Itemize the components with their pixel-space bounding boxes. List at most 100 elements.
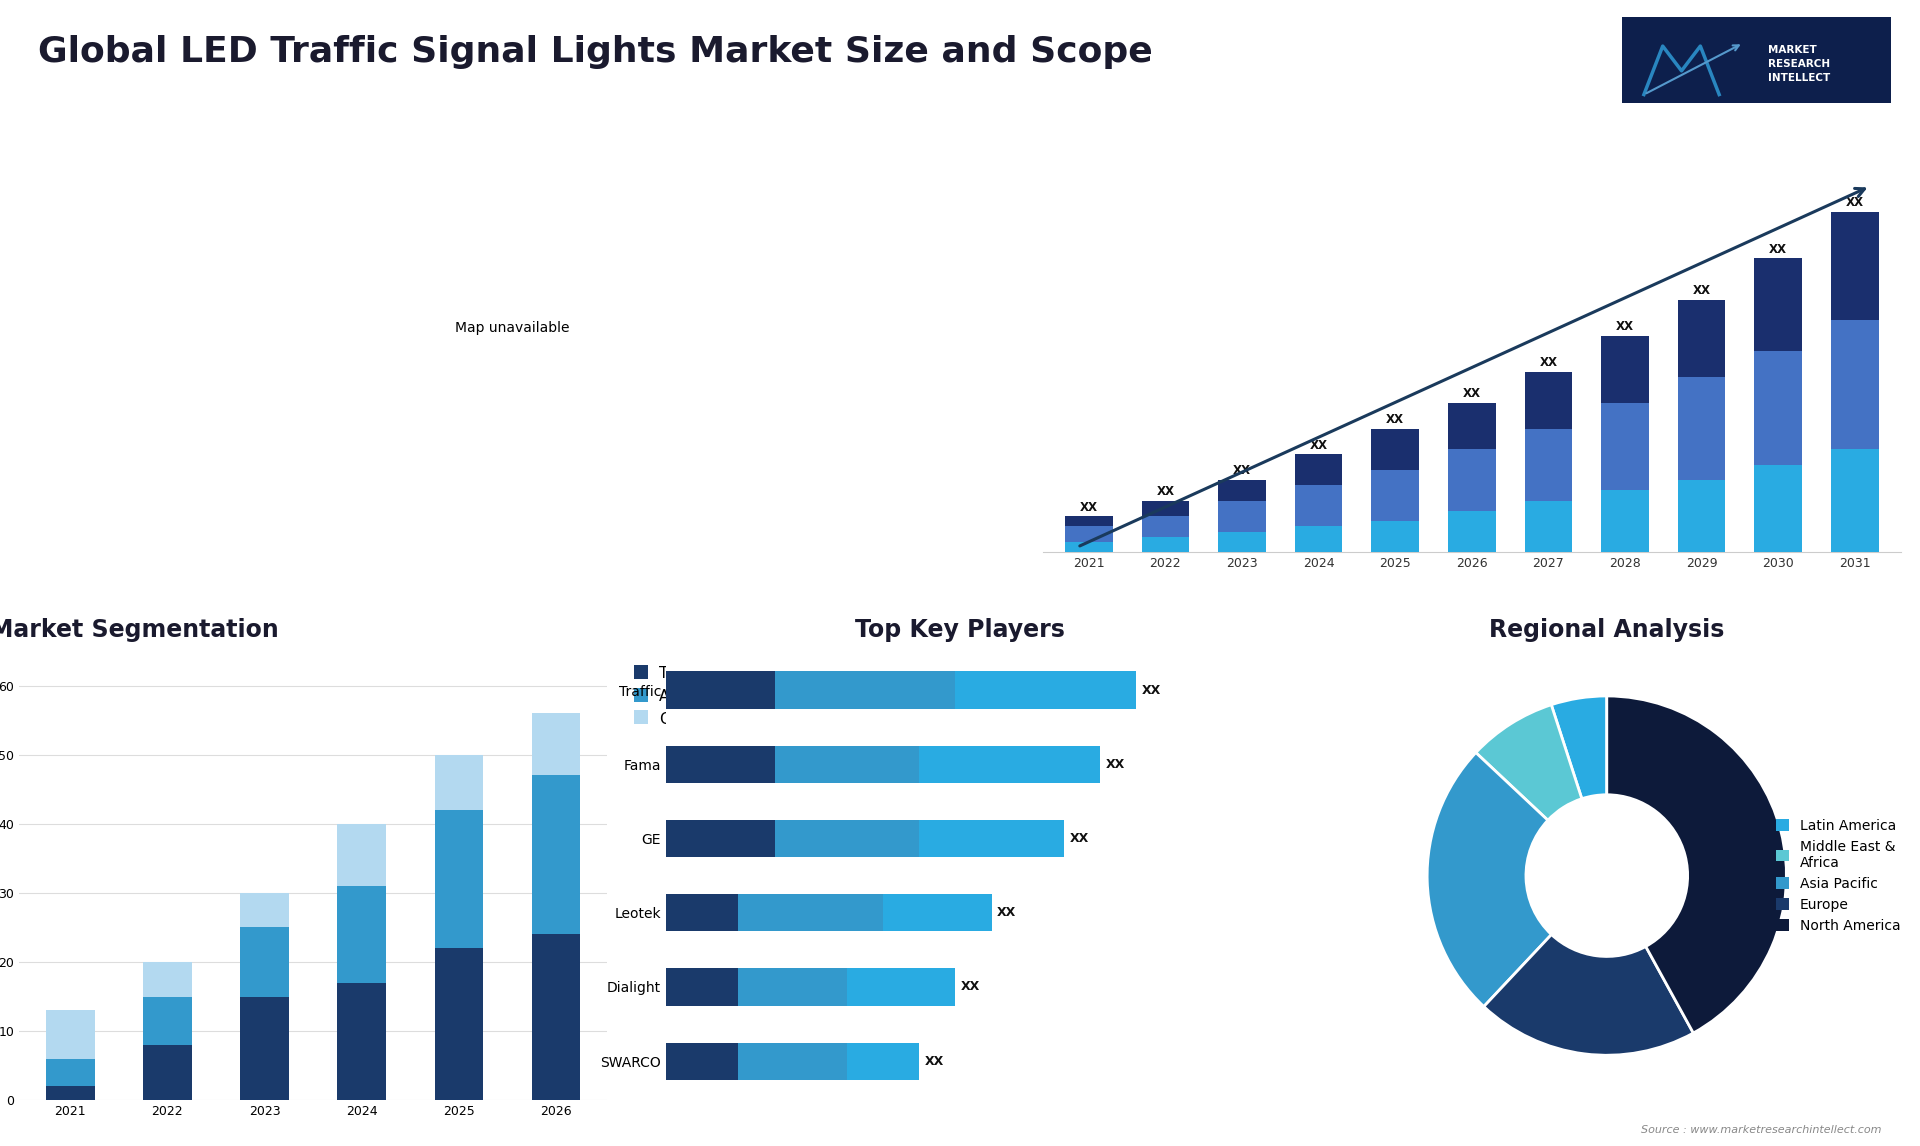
Text: Map unavailable: Map unavailable — [455, 321, 570, 335]
Bar — [240, 997, 288, 1100]
Bar — [920, 746, 1100, 783]
Bar — [1755, 258, 1803, 351]
Bar — [920, 819, 1064, 857]
Text: XX: XX — [925, 1054, 945, 1068]
Text: Global LED Traffic Signal Lights Market Size and Scope: Global LED Traffic Signal Lights Market … — [38, 34, 1154, 69]
Legend: Type, Application, Geography: Type, Application, Geography — [626, 659, 753, 735]
Bar — [774, 819, 920, 857]
Bar — [46, 1086, 94, 1100]
Bar — [144, 997, 192, 1045]
Text: XX: XX — [1106, 758, 1125, 771]
Bar — [1217, 480, 1265, 501]
FancyBboxPatch shape — [1617, 15, 1897, 123]
Bar — [1832, 212, 1878, 320]
Legend: Latin America, Middle East &
Africa, Asia Pacific, Europe, North America: Latin America, Middle East & Africa, Asi… — [1770, 813, 1907, 939]
Bar — [666, 894, 739, 932]
Bar — [1217, 532, 1265, 552]
Bar — [434, 948, 484, 1100]
Text: MARKET
RESEARCH
INTELLECT: MARKET RESEARCH INTELLECT — [1768, 45, 1830, 83]
Bar — [338, 983, 386, 1100]
Bar — [338, 824, 386, 886]
Bar — [1066, 542, 1112, 552]
Bar — [847, 1043, 920, 1080]
Text: XX: XX — [1142, 683, 1162, 697]
Bar — [1294, 454, 1342, 485]
Bar — [1601, 336, 1649, 402]
Bar — [1142, 536, 1188, 552]
Bar — [739, 894, 883, 932]
Bar — [666, 819, 774, 857]
Bar — [1524, 371, 1572, 429]
Bar — [774, 746, 920, 783]
Bar — [666, 968, 739, 1005]
Text: XX: XX — [1069, 832, 1089, 845]
Bar — [1448, 449, 1496, 511]
Text: XX: XX — [996, 906, 1016, 919]
Text: XX: XX — [1768, 243, 1788, 256]
Title: Regional Analysis: Regional Analysis — [1490, 618, 1724, 642]
Bar — [532, 713, 580, 776]
Bar — [1832, 449, 1878, 552]
Bar — [338, 886, 386, 983]
Bar — [1524, 501, 1572, 552]
Bar — [1371, 429, 1419, 470]
Text: XX: XX — [1156, 485, 1175, 499]
Bar — [1832, 320, 1878, 449]
Bar — [1678, 299, 1726, 377]
Bar — [46, 1059, 94, 1086]
Text: XX: XX — [1617, 320, 1634, 333]
Bar — [1678, 377, 1726, 480]
Wedge shape — [1427, 753, 1551, 1006]
Bar — [1294, 485, 1342, 526]
Bar — [1448, 511, 1496, 552]
Bar — [956, 672, 1137, 708]
Text: Source : www.marketresearchintellect.com: Source : www.marketresearchintellect.com — [1642, 1124, 1882, 1135]
Bar — [434, 810, 484, 948]
Bar — [532, 776, 580, 934]
Text: XX: XX — [1233, 464, 1252, 478]
Bar — [1294, 526, 1342, 552]
Bar — [666, 1043, 739, 1080]
Bar — [46, 1011, 94, 1059]
Wedge shape — [1607, 696, 1786, 1033]
Text: XX: XX — [1079, 501, 1098, 513]
Wedge shape — [1484, 934, 1693, 1055]
Text: XX: XX — [1386, 413, 1404, 426]
Bar — [1601, 402, 1649, 490]
Bar — [240, 927, 288, 997]
Bar — [1371, 470, 1419, 521]
Bar — [847, 968, 956, 1005]
Bar — [666, 746, 774, 783]
Bar — [1371, 521, 1419, 552]
Bar — [1142, 516, 1188, 536]
Bar — [1524, 429, 1572, 501]
Bar — [434, 755, 484, 810]
Text: XX: XX — [960, 981, 979, 994]
Bar — [739, 1043, 847, 1080]
Text: XX: XX — [1309, 439, 1327, 452]
Bar — [1601, 490, 1649, 552]
Bar — [883, 894, 991, 932]
Bar — [1448, 402, 1496, 449]
Bar — [240, 893, 288, 927]
Bar — [1066, 526, 1112, 542]
Bar — [666, 672, 774, 708]
Bar — [1066, 516, 1112, 526]
Text: XX: XX — [1463, 387, 1480, 400]
Bar — [532, 934, 580, 1100]
Text: XX: XX — [1693, 284, 1711, 297]
Bar — [1755, 351, 1803, 464]
Bar — [1142, 501, 1188, 516]
Bar — [1217, 501, 1265, 532]
Wedge shape — [1551, 696, 1607, 799]
Bar — [144, 1045, 192, 1100]
Bar — [774, 672, 956, 708]
Wedge shape — [1476, 705, 1582, 821]
Bar — [1755, 464, 1803, 552]
Bar — [739, 968, 847, 1005]
Title: Top Key Players: Top Key Players — [854, 618, 1066, 642]
Text: Market Segmentation: Market Segmentation — [0, 618, 278, 642]
Bar — [144, 961, 192, 997]
Text: XX: XX — [1845, 196, 1864, 210]
Bar — [1678, 480, 1726, 552]
